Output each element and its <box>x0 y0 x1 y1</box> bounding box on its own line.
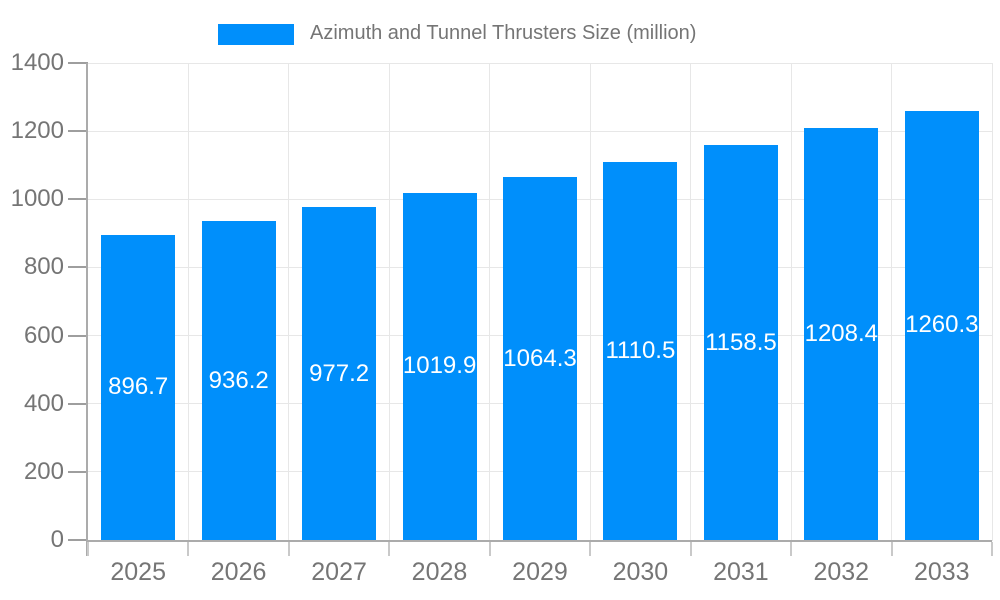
y-tick-label: 1400 <box>10 49 64 76</box>
grid-line-v <box>187 63 189 541</box>
x-tick-label: 2031 <box>713 558 769 586</box>
bar-value-label: 1110.5 <box>605 336 676 364</box>
grid-line-v <box>288 63 290 541</box>
x-tick-label: 2032 <box>813 558 870 586</box>
bar-value-label: 1064.3 <box>503 344 577 372</box>
grid-line-v <box>388 63 390 541</box>
y-axis-line <box>86 63 88 556</box>
bar-value-label: 1260.3 <box>905 311 979 339</box>
x-tick <box>488 542 491 556</box>
x-tick-label: 2033 <box>913 558 970 586</box>
x-axis-line <box>88 540 992 542</box>
grid-line-v <box>589 63 591 541</box>
grid-line-v <box>991 63 993 541</box>
bar-value-label: 936.2 <box>208 366 269 394</box>
y-tick <box>68 130 88 133</box>
legend-swatch-icon <box>218 23 294 45</box>
grid-line-v <box>891 63 893 541</box>
y-tick-label: 1200 <box>10 117 64 145</box>
x-tick <box>790 542 793 556</box>
grid-line-v <box>690 63 692 541</box>
grid-line-v <box>790 63 792 541</box>
bar-value-label: 1019.9 <box>402 352 477 380</box>
x-tick <box>287 542 290 556</box>
bar-value-label: 977.2 <box>309 359 370 387</box>
bar[interactable] <box>904 110 979 540</box>
x-tick <box>589 542 592 556</box>
x-tick-label: 2028 <box>411 558 468 586</box>
legend-label: Azimuth and Tunnel Thrusters Size (milli… <box>310 21 697 44</box>
y-tick <box>68 62 88 64</box>
x-tick <box>388 542 391 556</box>
grid-line-h <box>88 62 992 64</box>
bar[interactable] <box>503 177 577 540</box>
bar-value-label: 896.7 <box>108 373 169 401</box>
y-tick-label: 800 <box>23 253 64 281</box>
x-tick <box>991 542 993 556</box>
y-tick-label: 200 <box>23 457 64 485</box>
y-tick-label: 600 <box>23 321 64 349</box>
y-tick <box>68 198 88 201</box>
grid-line-h <box>88 130 992 132</box>
bar[interactable] <box>804 128 879 540</box>
y-tick <box>68 402 88 405</box>
bar[interactable] <box>201 221 276 540</box>
bar[interactable] <box>402 192 477 540</box>
x-tick-label: 2030 <box>612 558 669 586</box>
grid-line-v <box>489 63 491 541</box>
bar[interactable] <box>302 207 377 540</box>
x-tick <box>87 542 89 556</box>
x-tick-label: 2025 <box>110 558 166 586</box>
x-tick <box>187 542 190 556</box>
y-tick-label: 1000 <box>10 185 64 213</box>
x-tick <box>689 542 692 556</box>
legend-item[interactable]: Azimuth and Tunnel Thrusters Size (milli… <box>218 20 696 46</box>
y-tick <box>68 539 88 541</box>
bar[interactable] <box>603 161 678 540</box>
y-tick <box>68 266 88 269</box>
bar-value-label: 1208.4 <box>804 320 878 348</box>
x-tick-label: 2027 <box>311 558 367 586</box>
x-tick-label: 2026 <box>210 558 267 586</box>
x-tick-label: 2029 <box>512 558 568 586</box>
y-tick-label: 0 <box>50 526 64 553</box>
bar[interactable] <box>101 234 176 540</box>
y-tick <box>68 470 88 473</box>
x-tick <box>890 542 893 556</box>
bar[interactable] <box>703 145 778 540</box>
y-tick-label: 400 <box>23 389 64 417</box>
y-tick <box>68 334 88 337</box>
bar-value-label: 1158.5 <box>705 328 777 356</box>
